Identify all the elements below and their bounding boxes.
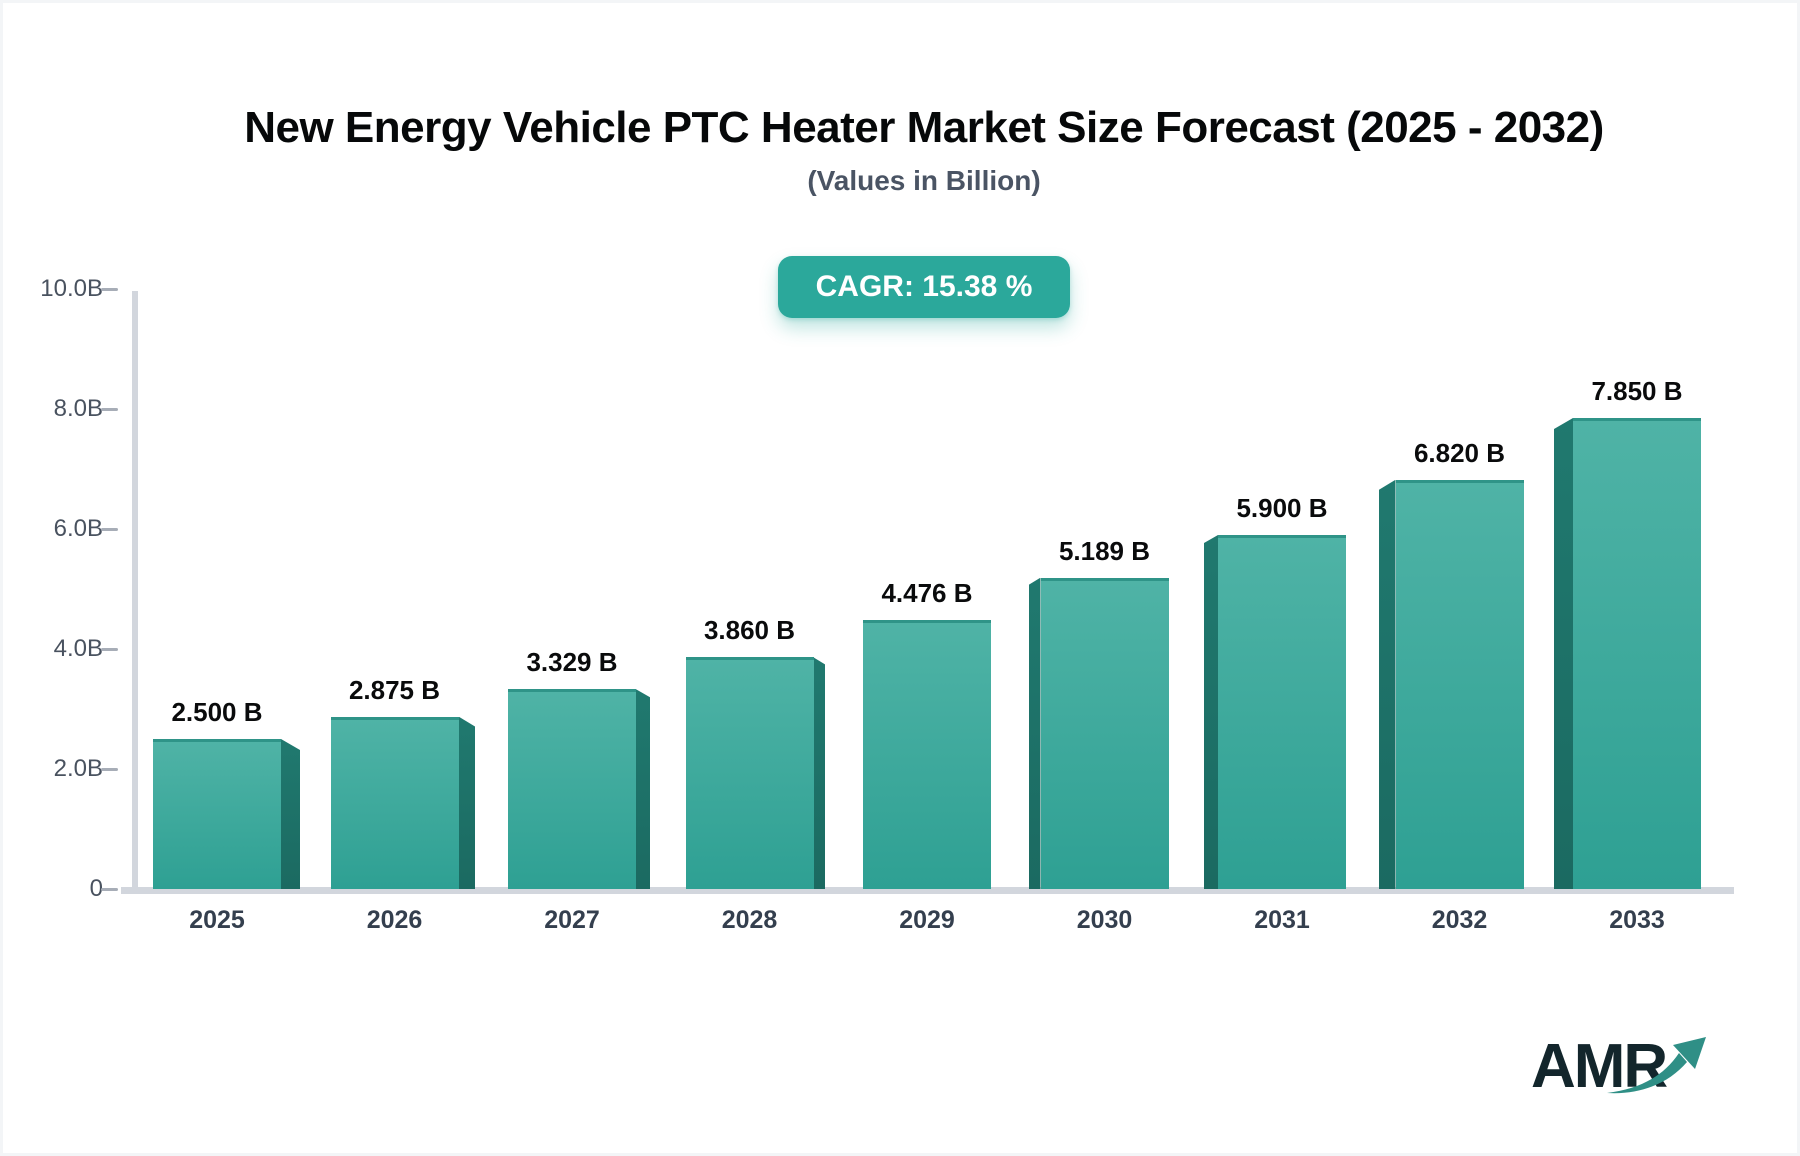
y-tick-label: 10.0B <box>40 275 103 302</box>
y-tick-label: 4.0B <box>53 635 103 662</box>
bar <box>1395 479 1524 889</box>
y-tick-label: 8.0B <box>53 395 103 422</box>
bar-value-label: 5.900 B <box>1236 493 1328 523</box>
y-tick-dash <box>101 647 118 651</box>
bar-side-face <box>1029 577 1041 889</box>
bar-side-face <box>458 716 475 889</box>
chart-subtitle: (Values in Billion) <box>807 165 1041 196</box>
bar-side-face <box>636 689 650 889</box>
bar <box>153 739 281 889</box>
y-tick-dash <box>101 767 118 771</box>
bar-side-face <box>1204 535 1218 889</box>
bar-side-face <box>813 657 825 889</box>
x-category-label: 2030 <box>1076 906 1133 934</box>
y-tick-dash <box>101 527 118 531</box>
bar-value-label: 4.476 B <box>881 578 973 609</box>
bar <box>1218 535 1346 889</box>
amr-logo: AMR <box>1531 1031 1721 1111</box>
bar-value-label: 6.820 B <box>1413 437 1506 468</box>
x-category-label: 2025 <box>189 906 245 934</box>
x-axis-line <box>121 887 1734 894</box>
cagr-badge: CAGR: 15.38 % <box>777 256 1071 318</box>
bar-value-label: 5.189 B <box>1058 535 1151 566</box>
y-tick-label: 6.0B <box>53 515 103 542</box>
bar-side-face <box>1554 418 1573 889</box>
y-tick-label: 0 <box>89 875 103 902</box>
bar-chart-plot: 10.0B 8.0B 6.0B 4.0B 2.0B 0 2.500 B 2025 2.875 B… <box>3 3 1797 1153</box>
x-category-label: 2033 <box>1609 906 1665 934</box>
bar <box>685 657 814 889</box>
bar <box>1040 577 1169 889</box>
bar-side-face <box>281 739 300 889</box>
y-tick-dash <box>101 887 118 891</box>
bar <box>1573 418 1701 889</box>
chart-title: New Energy Vehicle PTC Heater Market Siz… <box>244 103 1604 152</box>
y-tick-dash <box>101 287 118 291</box>
bar <box>330 716 459 889</box>
x-category-label: 2032 <box>1431 906 1488 934</box>
x-category-label: 2031 <box>1254 906 1310 934</box>
bar-value-label: 3.860 B <box>703 615 796 646</box>
bar-value-label: 7.850 B <box>1591 376 1683 406</box>
cagr-badge-wrap: CAGR: 15.38 % <box>51 256 1797 318</box>
bar <box>863 620 991 889</box>
y-tick-label: 2.0B <box>53 755 103 782</box>
bar-side-face <box>1379 479 1396 889</box>
bar-value-label: 3.329 B <box>526 647 618 678</box>
bar <box>508 689 636 889</box>
bar-value-label: 2.500 B <box>171 697 263 727</box>
y-axis-line <box>132 291 138 893</box>
amr-logo-text: AMR <box>1531 1032 1668 1101</box>
x-category-label: 2027 <box>544 906 600 934</box>
bar-value-label: 2.875 B <box>348 674 441 705</box>
y-tick-dash <box>101 407 118 411</box>
x-category-label: 2029 <box>899 906 955 934</box>
x-category-label: 2026 <box>366 906 423 934</box>
amr-logo-arrow-icon <box>1607 1037 1706 1094</box>
x-category-label: 2028 <box>721 906 778 934</box>
